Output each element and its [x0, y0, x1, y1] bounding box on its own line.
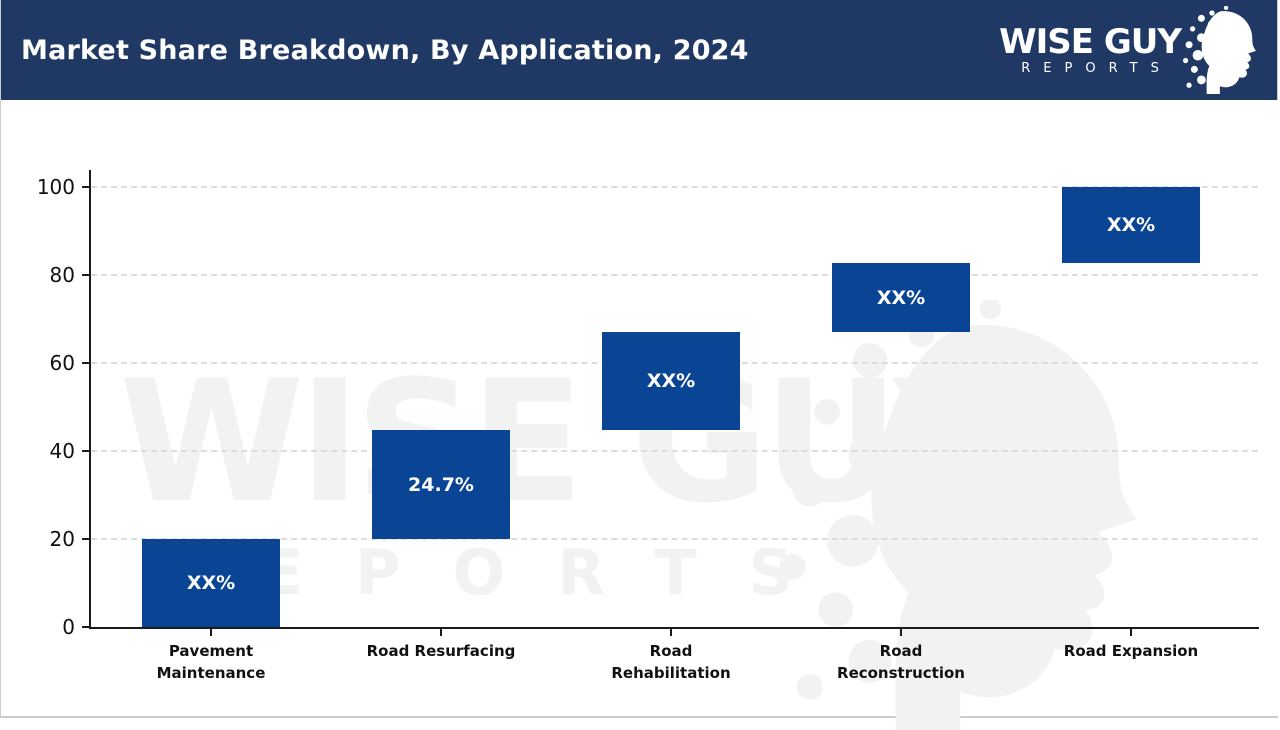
chart-area: WISE GUY REPORTS 0 20 40 60 80 100 XX% Pavement… [1, 100, 1279, 730]
header-bar: Market Share Breakdown, By Application, … [1, 0, 1277, 100]
y-tick-label: 60 [49, 351, 75, 375]
x-tick [670, 629, 672, 636]
x-category-label: Road Reconstruction [837, 642, 965, 682]
bar-value-label: XX% [876, 286, 926, 309]
gridline-20 [91, 538, 1258, 540]
x-tick [900, 629, 902, 636]
bar-value-label: XX% [646, 370, 696, 393]
x-category-label: Road Resurfacing [366, 642, 516, 660]
y-tick [82, 626, 90, 628]
wiseguy-logo-text: WISE GUY REPORTS [999, 22, 1182, 76]
bar-road-rehabilitation: XX% [602, 332, 740, 431]
page-title: Market Share Breakdown, By Application, … [21, 34, 749, 66]
bar-road-expansion: XX% [1062, 187, 1200, 264]
gridline-100 [91, 186, 1258, 188]
y-tick-label: 20 [49, 527, 75, 551]
bar-road-reconstruction: XX% [832, 263, 970, 333]
x-tick [1130, 629, 1132, 636]
wiseguy-head-icon [1182, 6, 1256, 94]
y-tick [82, 538, 90, 540]
x-axis-line [89, 627, 1259, 629]
y-tick-label: 40 [49, 439, 75, 463]
y-tick [82, 362, 90, 364]
x-category-label: Pavement Maintenance [156, 642, 266, 682]
gridline-80 [91, 274, 1258, 276]
x-category-label: Road Rehabilitation [611, 642, 731, 682]
y-tick-label: 100 [36, 175, 75, 199]
gridline-40 [91, 450, 1258, 452]
bar-value-label: 24.7% [408, 473, 474, 496]
x-tick [440, 629, 442, 636]
x-tick [210, 629, 212, 636]
y-tick [82, 450, 90, 452]
y-tick-label: 80 [49, 263, 75, 287]
wiseguy-logo: WISE GUY REPORTS [999, 0, 1263, 100]
bar-pavement-maintenance: XX% [142, 539, 280, 627]
y-tick-label: 0 [62, 615, 75, 639]
logo-subtitle: REPORTS [1021, 61, 1172, 76]
bar-value-label: XX% [1106, 214, 1156, 237]
y-tick [82, 274, 90, 276]
logo-wordmark: WISE GUY [999, 22, 1182, 62]
y-tick [82, 186, 90, 188]
x-category-label: Road Expansion [1063, 642, 1199, 660]
y-axis-line [89, 170, 91, 629]
bar-value-label: XX% [186, 572, 236, 594]
bar-road-resurfacing: 24.7% [372, 430, 510, 539]
